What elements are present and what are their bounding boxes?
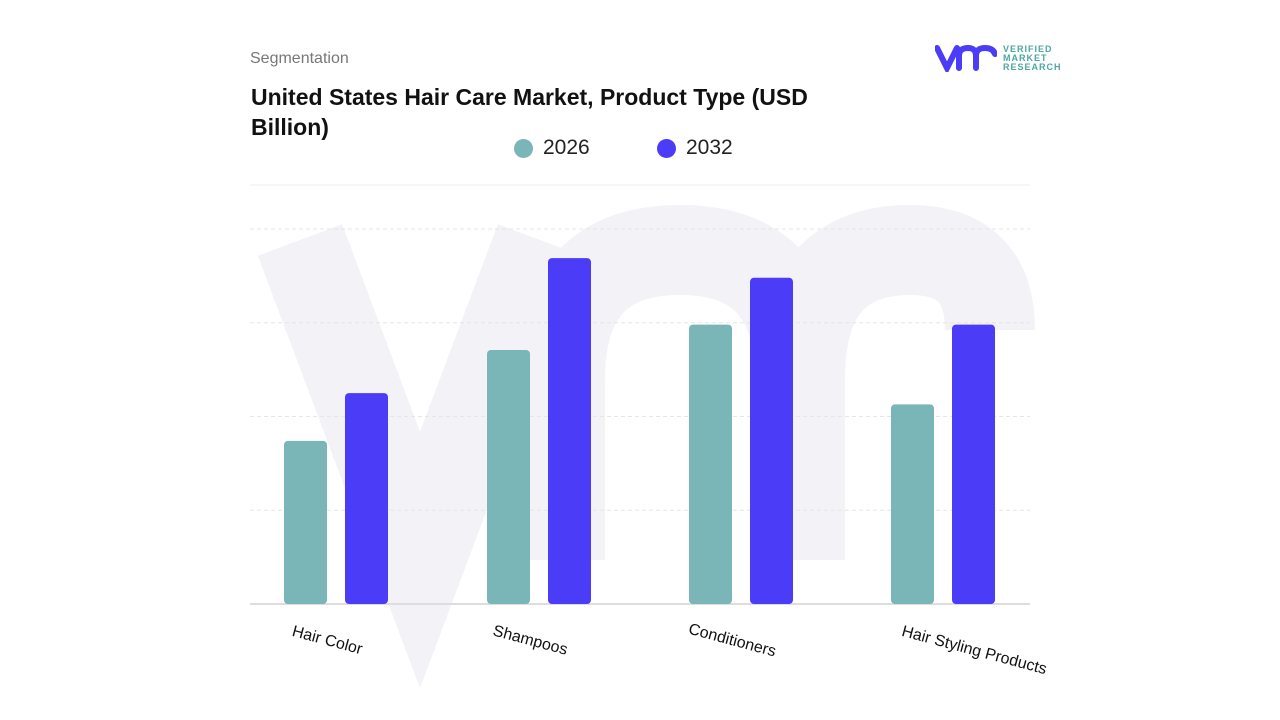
bar-2032-hair-styling-products	[952, 324, 995, 604]
legend-item-2026: 2026	[514, 136, 590, 160]
vmr-logo: VERIFIED MARKET RESEARCH	[935, 44, 1062, 72]
bar-2026-shampoos	[487, 349, 530, 604]
segmentation-label: Segmentation	[250, 50, 349, 67]
legend-label-2032: 2032	[686, 136, 733, 159]
bar-2032-conditioners	[750, 277, 793, 604]
x-tick-label: Shampoos	[491, 623, 569, 659]
vmr-logo-icon	[935, 44, 997, 72]
watermark	[257, 204, 1035, 689]
legend-swatch-2026	[514, 138, 533, 158]
legend-swatch-2032	[657, 138, 676, 158]
x-tick-label: Hair Color	[290, 623, 365, 658]
legend-label-2026: 2026	[543, 136, 590, 159]
chart-title: United States Hair Care Market, Product …	[251, 84, 808, 140]
bar-2032-shampoos	[548, 258, 591, 604]
x-tick-label: Conditioners	[687, 621, 778, 661]
bar-2026-conditioners	[689, 324, 732, 604]
x-tick-label: Hair Styling Products	[900, 623, 1049, 678]
legend-item-2032: 2032	[657, 136, 733, 160]
bar-2026-hair-styling-products	[891, 404, 934, 604]
bar-2026-hair-color	[284, 440, 327, 604]
bar-2032-hair-color	[345, 393, 388, 604]
